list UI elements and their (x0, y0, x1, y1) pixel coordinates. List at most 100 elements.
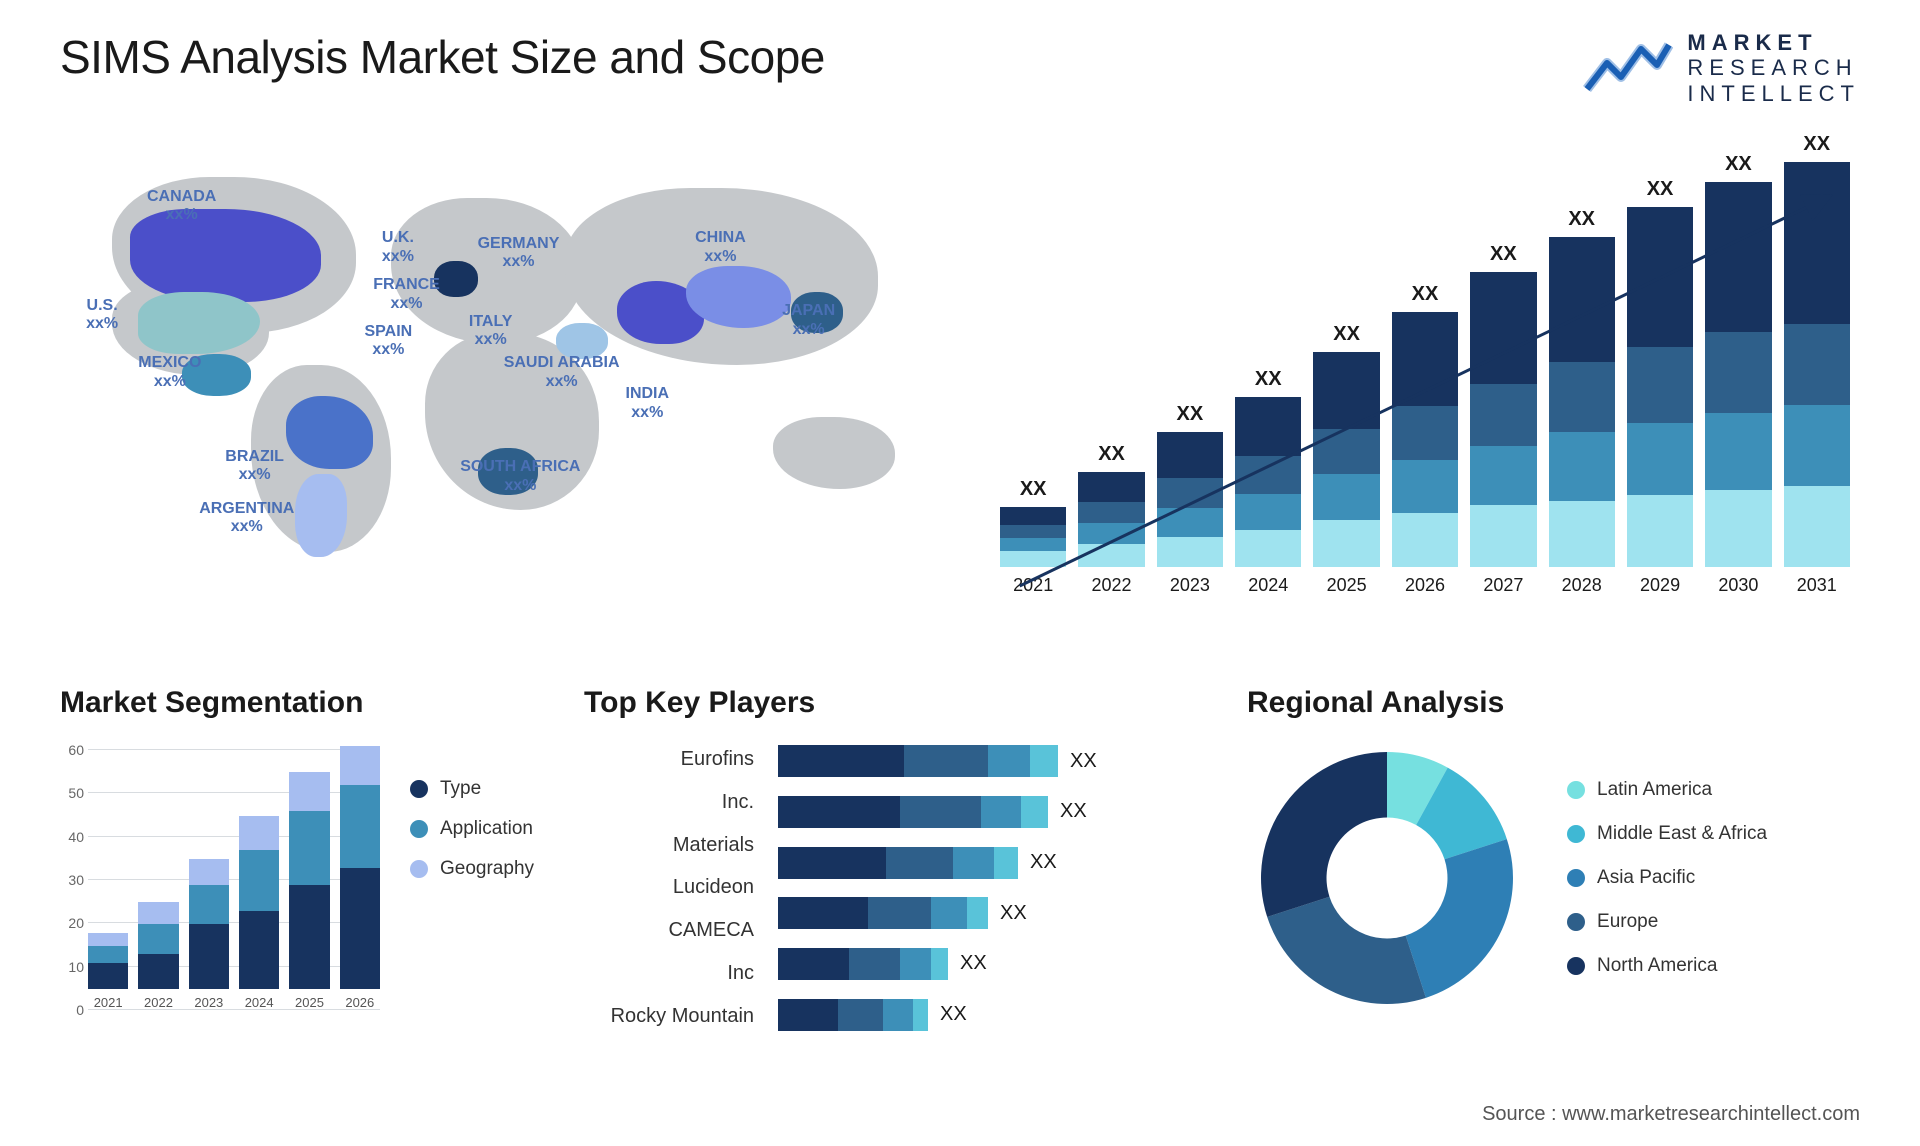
growth-bar-segment (1705, 182, 1771, 332)
seg-bar-col: 2023 (189, 859, 229, 1010)
map-country-label: ARGENTINAxx% (199, 500, 294, 537)
growth-bar (1313, 352, 1379, 567)
kp-bar-row: XX (778, 897, 1197, 929)
regional-legend-item: Latin America (1567, 779, 1767, 801)
map-country-label: BRAZILxx% (225, 448, 284, 485)
growth-bar-value: XX (1803, 133, 1830, 156)
legend-swatch-icon (1567, 825, 1585, 843)
growth-bar (1157, 432, 1223, 567)
kp-bar-segment (778, 897, 868, 929)
map-country-label: JAPANxx% (782, 302, 835, 339)
growth-bar-value: XX (1647, 178, 1674, 201)
seg-bar-segment (289, 772, 329, 811)
kp-bar-row: XX (778, 745, 1197, 777)
growth-bar-segment (1392, 312, 1458, 406)
growth-bar-segment (1392, 406, 1458, 460)
growth-bar-year: 2024 (1248, 575, 1288, 596)
seg-y-tick: 50 (68, 785, 84, 801)
growth-bar-col: XX2029 (1627, 178, 1693, 596)
growth-bar-segment (1705, 490, 1771, 567)
kp-bar-value: XX (940, 1003, 967, 1026)
kp-bar-segment (1030, 745, 1058, 777)
seg-bar-year: 2024 (245, 995, 274, 1010)
growth-bar-col: XX2021 (1000, 478, 1066, 596)
regional-panel: Regional Analysis Latin America Middle Ea… (1247, 686, 1860, 1066)
legend-swatch-icon (410, 860, 428, 878)
kp-bar-segment (868, 897, 931, 929)
seg-y-tick: 30 (68, 872, 84, 888)
growth-bar-segment (1549, 362, 1615, 431)
growth-bar-segment (1235, 397, 1301, 457)
seg-bar (289, 772, 329, 989)
growth-bar-year: 2030 (1718, 575, 1758, 596)
kp-bar-segment (953, 847, 994, 879)
map-country-label: INDIAxx% (626, 385, 670, 422)
map-country-label: CANADAxx% (147, 188, 216, 225)
growth-bar-col: XX2025 (1313, 323, 1379, 596)
growth-bar-segment (1549, 501, 1615, 567)
kp-bar-segment (981, 796, 1022, 828)
kp-bar-segment (967, 897, 988, 929)
growth-bar-segment (1627, 495, 1693, 567)
regional-legend-item: North America (1567, 955, 1767, 977)
map-country-highlight (295, 474, 347, 557)
seg-bar-col: 2025 (289, 772, 329, 1010)
seg-bar-segment (289, 885, 329, 989)
seg-y-tick: 0 (76, 1002, 84, 1018)
seg-bar-segment (189, 885, 229, 924)
growth-bar (1705, 182, 1771, 567)
growth-bar-value: XX (1020, 478, 1047, 501)
segmentation-legend: TypeApplicationGeography (410, 738, 534, 1038)
kp-bar-segment (904, 745, 988, 777)
seg-bar (88, 933, 128, 989)
growth-bar-segment (1078, 502, 1144, 523)
map-country-highlight (434, 261, 478, 297)
seg-bar-year: 2022 (144, 995, 173, 1010)
kp-bar-segment (838, 999, 883, 1031)
legend-swatch-icon (410, 780, 428, 798)
growth-bar-segment (1549, 432, 1615, 501)
growth-bar-segment (1313, 474, 1379, 519)
map-country-label: ITALYxx% (469, 313, 513, 350)
kp-bar (778, 897, 988, 929)
growth-bar-segment (1000, 538, 1066, 551)
growth-bar-value: XX (1412, 283, 1439, 306)
map-country-label: SOUTH AFRICAxx% (460, 458, 580, 495)
donut-segment (1267, 897, 1426, 1004)
seg-bar-segment (138, 954, 178, 989)
kp-bar-segment (778, 999, 838, 1031)
growth-bar-col: XX2028 (1549, 208, 1615, 596)
map-country-label: FRANCExx% (373, 276, 440, 313)
kp-name: Lucideon (584, 876, 754, 899)
kp-bar-segment (778, 745, 904, 777)
growth-bar-value: XX (1725, 153, 1752, 176)
kp-bar (778, 796, 1048, 828)
map-country-label: SAUDI ARABIAxx% (504, 354, 620, 391)
seg-y-tick: 10 (68, 959, 84, 975)
seg-bar-segment (239, 911, 279, 989)
growth-bar (1549, 237, 1615, 567)
legend-swatch-icon (410, 820, 428, 838)
growth-bar-segment (1470, 272, 1536, 384)
key-players-names: EurofinsInc.MaterialsLucideonCAMECAIncRo… (584, 738, 754, 1038)
growth-bar-segment (1627, 423, 1693, 495)
kp-bar-value: XX (1030, 851, 1057, 874)
seg-bar-segment (340, 785, 380, 867)
growth-bar-segment (1549, 237, 1615, 362)
growth-bar-segment (1470, 384, 1536, 446)
growth-bar-col: XX2022 (1078, 443, 1144, 596)
growth-bar-col: XX2024 (1235, 368, 1301, 596)
growth-bar-year: 2027 (1483, 575, 1523, 596)
growth-bar-value: XX (1490, 243, 1517, 266)
kp-bar-segment (886, 847, 953, 879)
kp-name: Inc (584, 962, 754, 985)
kp-bar (778, 745, 1058, 777)
regional-title: Regional Analysis (1247, 686, 1860, 720)
kp-bar-value: XX (1000, 902, 1027, 925)
seg-bar-segment (189, 859, 229, 885)
regional-legend-item: Middle East & Africa (1567, 823, 1767, 845)
legend-swatch-icon (1567, 781, 1585, 799)
kp-bar-segment (778, 948, 849, 980)
kp-bar-segment (931, 897, 967, 929)
growth-bar-segment (1784, 324, 1850, 405)
